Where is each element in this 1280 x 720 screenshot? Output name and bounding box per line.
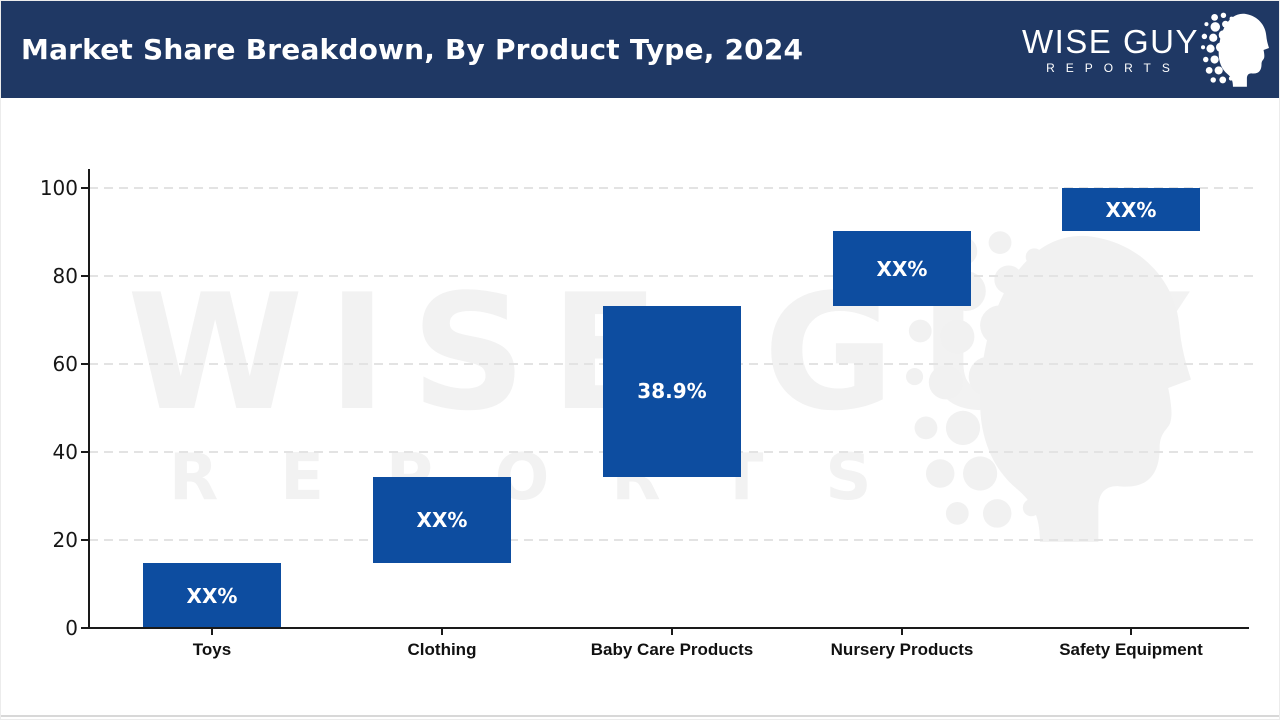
chart-title: Market Share Breakdown, By Product Type,…: [21, 33, 804, 66]
bar-toys: XX%: [143, 563, 281, 628]
x-tick-mark-toys: [211, 628, 213, 635]
x-axis-label-safety-equipment: Safety Equipment: [1059, 640, 1203, 659]
logo-wordmark: WISE GUY: [1021, 23, 1199, 60]
y-tick-label-0: 0: [65, 616, 78, 640]
bar-value-label-clothing: XX%: [416, 508, 468, 533]
x-tick-mark-nursery-products: [901, 628, 903, 635]
bar-value-label-safety-equipment: XX%: [1105, 197, 1157, 222]
x-axis-label-baby-care-products: Baby Care Products: [590, 640, 754, 659]
bar-value-label-toys: XX%: [186, 583, 238, 608]
y-tick-label-80: 80: [52, 264, 78, 288]
wise-guy-logo: WISE GUY REPORTS: [1022, 5, 1269, 95]
logo-subtext: REPORTS: [1046, 61, 1181, 75]
y-tick-mark-100: [81, 187, 88, 189]
gridline-100: [89, 187, 1253, 189]
x-axis-label-toys: Toys: [192, 640, 232, 659]
x-tick-mark-clothing: [441, 628, 443, 635]
x-tick-mark-baby-care-products: [671, 628, 673, 635]
logo-text: WISE GUY REPORTS: [1021, 23, 1199, 76]
bar-clothing: XX%: [373, 477, 511, 564]
bar-safety-equipment: XX%: [1062, 188, 1200, 232]
bar-nursery-products: XX%: [833, 231, 971, 306]
x-tick-mark-safety-equipment: [1130, 628, 1132, 635]
y-axis-line: [88, 169, 90, 629]
bar-value-label-baby-care-products: 38.9%: [637, 379, 707, 404]
y-tick-label-60: 60: [52, 352, 78, 376]
y-tick-mark-0: [81, 627, 88, 629]
y-tick-mark-40: [81, 451, 88, 453]
y-tick-mark-60: [81, 363, 88, 365]
x-axis-line: [87, 627, 1249, 629]
bar-value-label-nursery-products: XX%: [876, 256, 928, 281]
y-tick-label-100: 100: [39, 176, 78, 200]
y-tick-mark-80: [81, 275, 88, 277]
header-bar: Market Share Breakdown, By Product Type,…: [1, 1, 1279, 98]
bottom-divider: [1, 715, 1279, 717]
y-tick-label-20: 20: [52, 528, 78, 552]
y-tick-label-40: 40: [52, 440, 78, 464]
watermark-subtext: REPORTS: [169, 441, 934, 515]
gridline-80: [89, 275, 1253, 277]
bar-baby-care-products: 38.9%: [603, 305, 741, 478]
y-tick-mark-20: [81, 539, 88, 541]
gridline-20: [89, 539, 1253, 541]
x-axis-label-clothing: Clothing: [407, 640, 477, 659]
x-axis-label-nursery-products: Nursery Products: [830, 640, 974, 659]
